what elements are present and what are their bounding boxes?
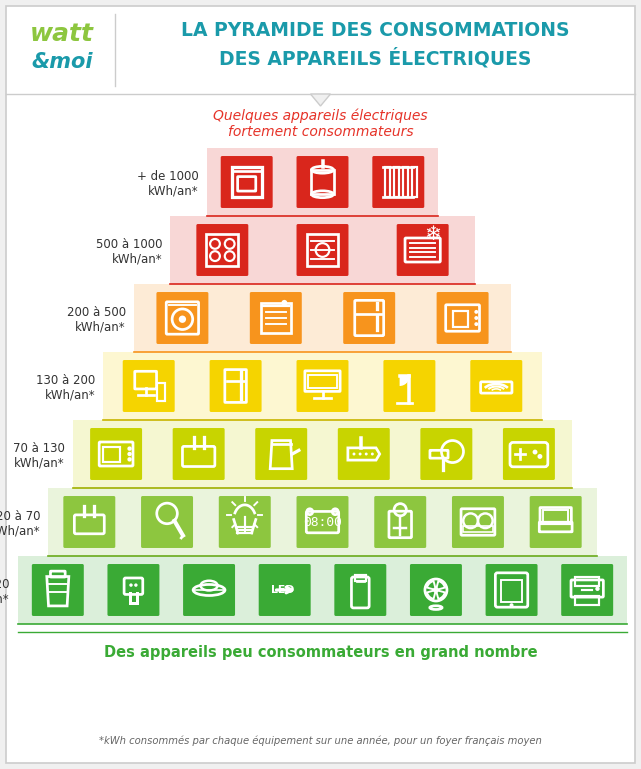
- FancyBboxPatch shape: [122, 360, 175, 412]
- Text: ❄: ❄: [424, 225, 442, 245]
- Circle shape: [129, 584, 133, 587]
- FancyBboxPatch shape: [529, 496, 581, 548]
- Text: 200 à 500: 200 à 500: [67, 307, 126, 319]
- FancyBboxPatch shape: [503, 428, 555, 480]
- FancyBboxPatch shape: [297, 360, 349, 412]
- FancyBboxPatch shape: [297, 224, 349, 276]
- Circle shape: [537, 454, 542, 459]
- FancyBboxPatch shape: [221, 156, 272, 208]
- FancyBboxPatch shape: [335, 564, 387, 616]
- Circle shape: [474, 310, 478, 314]
- FancyBboxPatch shape: [374, 496, 426, 548]
- FancyBboxPatch shape: [562, 564, 613, 616]
- Text: 500 à 1000: 500 à 1000: [96, 238, 162, 251]
- Bar: [403, 168, 408, 197]
- FancyBboxPatch shape: [172, 428, 224, 480]
- FancyBboxPatch shape: [6, 6, 635, 763]
- Circle shape: [510, 603, 513, 608]
- Text: 70 à 130: 70 à 130: [13, 442, 65, 455]
- Circle shape: [533, 450, 537, 454]
- Circle shape: [365, 452, 368, 455]
- FancyBboxPatch shape: [32, 564, 84, 616]
- Circle shape: [128, 458, 132, 461]
- FancyBboxPatch shape: [196, 224, 248, 276]
- Text: kWh/an*: kWh/an*: [148, 185, 199, 198]
- Text: *kWh consommés par chaque équipement sur une année, pour un foyer français moyen: *kWh consommés par chaque équipement sur…: [99, 736, 542, 746]
- Circle shape: [353, 452, 356, 455]
- FancyBboxPatch shape: [410, 564, 462, 616]
- Text: DES APPAREILS ÉLECTRIQUES: DES APPAREILS ÉLECTRIQUES: [219, 48, 531, 68]
- FancyBboxPatch shape: [383, 360, 435, 412]
- FancyBboxPatch shape: [90, 428, 142, 480]
- Bar: [312, 170, 333, 195]
- Text: kWh/an*: kWh/an*: [14, 457, 65, 470]
- Bar: [207, 148, 438, 216]
- Text: fortement consommateurs: fortement consommateurs: [228, 125, 413, 139]
- Circle shape: [433, 587, 439, 593]
- Bar: [412, 168, 417, 197]
- FancyBboxPatch shape: [63, 496, 115, 548]
- Bar: [134, 284, 512, 352]
- Circle shape: [179, 315, 186, 323]
- FancyBboxPatch shape: [219, 496, 271, 548]
- Text: watt: watt: [30, 22, 94, 46]
- FancyBboxPatch shape: [250, 292, 302, 344]
- FancyBboxPatch shape: [452, 496, 504, 548]
- Circle shape: [281, 300, 287, 306]
- Text: kWh/an*: kWh/an*: [0, 592, 10, 605]
- Circle shape: [474, 316, 478, 320]
- Bar: [73, 420, 572, 488]
- Circle shape: [128, 447, 132, 451]
- Bar: [18, 556, 627, 624]
- Text: kWh/an*: kWh/an*: [75, 321, 126, 334]
- FancyBboxPatch shape: [297, 496, 349, 548]
- Text: kWh/an*: kWh/an*: [45, 388, 96, 401]
- FancyBboxPatch shape: [255, 428, 307, 480]
- Circle shape: [359, 452, 362, 455]
- Text: 130 à 200: 130 à 200: [36, 375, 96, 388]
- FancyBboxPatch shape: [420, 428, 472, 480]
- FancyBboxPatch shape: [437, 292, 488, 344]
- FancyBboxPatch shape: [210, 360, 262, 412]
- FancyBboxPatch shape: [338, 428, 390, 480]
- Polygon shape: [310, 94, 331, 106]
- FancyBboxPatch shape: [343, 292, 395, 344]
- FancyBboxPatch shape: [397, 224, 449, 276]
- Text: LA PYRAMIDE DES CONSOMMATIONS: LA PYRAMIDE DES CONSOMMATIONS: [181, 21, 569, 39]
- Bar: [49, 488, 597, 556]
- Text: Des appareils peu consommateurs en grand nombre: Des appareils peu consommateurs en grand…: [104, 644, 537, 660]
- FancyBboxPatch shape: [156, 292, 208, 344]
- Bar: [385, 168, 390, 197]
- Bar: [394, 168, 399, 197]
- Bar: [103, 352, 542, 420]
- Circle shape: [371, 452, 374, 455]
- FancyBboxPatch shape: [108, 564, 160, 616]
- FancyBboxPatch shape: [259, 564, 311, 616]
- FancyBboxPatch shape: [141, 496, 193, 548]
- Text: Quelques appareils électriques: Quelques appareils électriques: [213, 108, 428, 123]
- Circle shape: [474, 322, 478, 326]
- Bar: [171, 216, 475, 284]
- FancyBboxPatch shape: [372, 156, 424, 208]
- FancyBboxPatch shape: [486, 564, 538, 616]
- Text: kWh/an*: kWh/an*: [0, 524, 40, 538]
- FancyBboxPatch shape: [297, 156, 349, 208]
- Circle shape: [595, 587, 600, 591]
- Text: 20 à 70: 20 à 70: [0, 511, 40, 524]
- Text: kWh/an*: kWh/an*: [112, 252, 162, 265]
- Text: &moi: &moi: [31, 52, 93, 72]
- Wedge shape: [399, 376, 410, 386]
- Circle shape: [128, 452, 132, 456]
- FancyBboxPatch shape: [183, 564, 235, 616]
- Text: LED: LED: [271, 585, 294, 595]
- Circle shape: [134, 584, 138, 587]
- Text: - de 20: - de 20: [0, 578, 10, 591]
- Text: 08:00: 08:00: [303, 515, 342, 528]
- Text: + de 1000: + de 1000: [137, 171, 199, 184]
- FancyBboxPatch shape: [470, 360, 522, 412]
